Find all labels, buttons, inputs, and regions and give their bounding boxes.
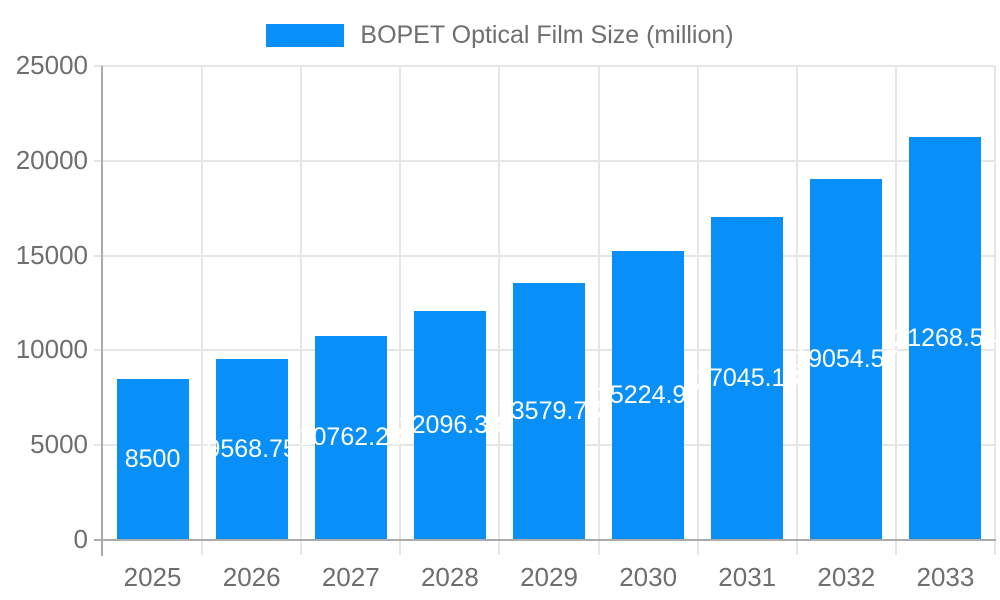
bar-value-label: 17045.18	[695, 363, 800, 392]
y-gridline	[103, 254, 995, 257]
y-tick-label: 5000	[30, 429, 88, 460]
y-tick-label: 20000	[15, 144, 88, 175]
chart-title: BOPET Optical Film Size (million)	[360, 21, 734, 49]
x-tick	[399, 540, 402, 555]
y-tick	[94, 444, 103, 447]
x-tick-label: 2031	[718, 562, 777, 592]
bar: 12096.33	[398, 310, 502, 540]
x-tick-label: 2030	[619, 562, 678, 592]
x-tick	[696, 540, 699, 555]
x-tick	[498, 540, 501, 555]
y-tick	[94, 349, 103, 352]
y-gridline	[103, 65, 995, 67]
x-tick	[597, 540, 600, 555]
x-tick-label: 2029	[520, 562, 578, 592]
x-tick	[994, 540, 996, 555]
bar-value-label: 10762.28	[298, 423, 403, 452]
x-gridline	[498, 66, 501, 540]
y-gridline	[103, 159, 995, 162]
bar: 21268.54	[893, 136, 998, 540]
y-tick-label: 15000	[15, 239, 88, 270]
x-tick-label: 2026	[222, 562, 281, 592]
y-tick	[94, 65, 103, 67]
x-tick-label: 2027	[321, 562, 380, 592]
x-tick	[795, 540, 798, 555]
y-tick	[94, 159, 103, 162]
bar-value-label: 15224.97	[595, 381, 701, 410]
x-tick-label: 2025	[123, 562, 182, 592]
bar-value-label: 13579.73	[496, 396, 602, 425]
x-gridline	[201, 66, 204, 540]
bar: 19054.57	[794, 178, 898, 540]
y-tick	[94, 254, 103, 257]
bar-value-label: 19054.57	[794, 344, 899, 373]
x-gridline	[597, 66, 600, 540]
x-gridline	[696, 66, 699, 540]
bar-value-label: 9568.75	[206, 434, 297, 463]
x-gridline	[795, 66, 798, 540]
bar-value-label: 21268.54	[893, 323, 998, 352]
bar-value-label: 8500	[124, 444, 181, 473]
bar: 17045.18	[695, 216, 799, 540]
legend-swatch	[266, 24, 345, 47]
x-gridline	[300, 66, 303, 540]
y-tick-label: 10000	[15, 334, 88, 365]
y-tick-label: 25000	[15, 49, 88, 80]
bar: 10762.28	[299, 335, 403, 540]
y-tick-label: 0	[73, 523, 88, 554]
x-tick-label: 2033	[916, 562, 975, 592]
legend[interactable]: BOPET Optical Film Size (million)	[0, 21, 1000, 50]
x-gridline	[994, 66, 996, 540]
x-tick	[201, 540, 204, 555]
x-tick-label: 2032	[817, 562, 876, 592]
bar-value-label: 12096.33	[397, 410, 503, 439]
x-tick	[300, 540, 303, 555]
x-axis-line	[94, 539, 996, 541]
x-tick	[894, 540, 897, 555]
bar: 15224.97	[596, 251, 700, 540]
bar: 8500	[116, 378, 189, 540]
x-gridline	[894, 66, 897, 540]
x-gridline	[399, 66, 402, 540]
bar: 13579.73	[497, 282, 601, 540]
y-axis-line	[101, 66, 103, 556]
bar: 9568.75	[206, 358, 297, 540]
x-tick-label: 2028	[420, 562, 479, 592]
